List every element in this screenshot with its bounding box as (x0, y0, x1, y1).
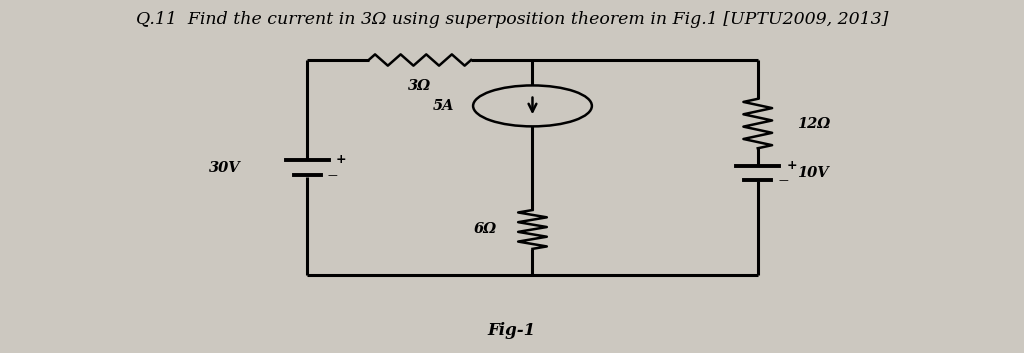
Text: Q.11  Find the current in 3Ω using superposition theorem in Fig.1 [UPTU2009, 201: Q.11 Find the current in 3Ω using superp… (136, 11, 888, 28)
Text: +: + (336, 154, 346, 166)
Text: +: + (786, 160, 797, 172)
Text: 5A: 5A (433, 99, 455, 113)
Text: 3Ω: 3Ω (409, 79, 431, 94)
Text: 10V: 10V (797, 166, 828, 180)
Text: —: — (328, 170, 338, 180)
Text: 6Ω: 6Ω (473, 222, 497, 237)
Text: Fig-1: Fig-1 (487, 322, 537, 339)
Text: 30V: 30V (209, 161, 241, 175)
Text: 12Ω: 12Ω (797, 116, 829, 131)
Text: —: — (778, 175, 788, 185)
